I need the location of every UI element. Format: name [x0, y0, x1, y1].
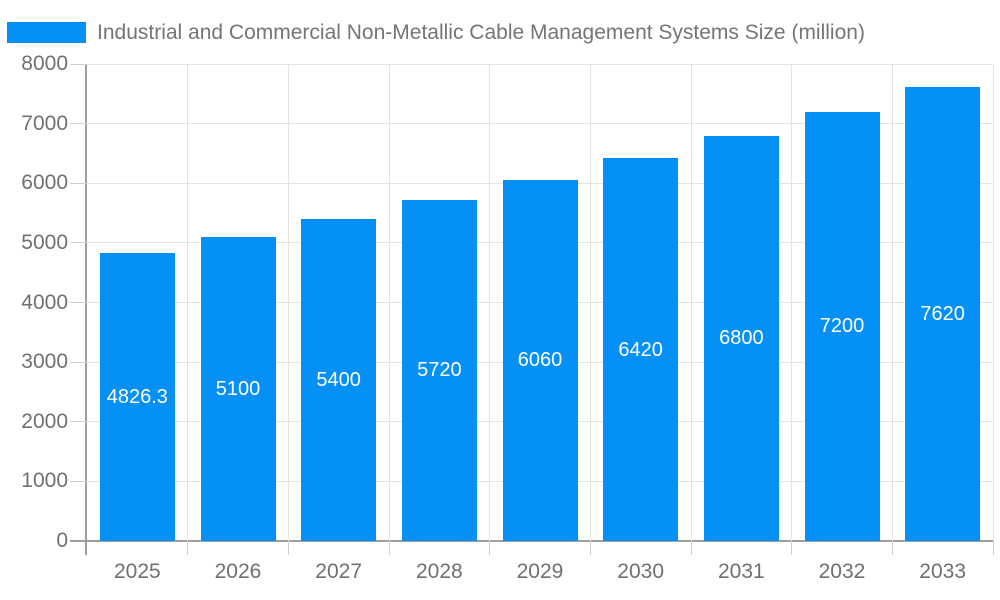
bar-value-label: 4826.3	[106, 386, 168, 409]
y-axis: 8000 7000 6000 5000 4000 3000 2000 1000 0	[0, 52, 68, 552]
legend-swatch[interactable]	[7, 22, 86, 43]
y-axis-label: 6000	[21, 171, 68, 195]
y-axis-line	[85, 64, 87, 555]
y-axis-label: 5000	[21, 230, 68, 254]
x-axis-line	[70, 540, 993, 542]
x-axis-tick	[891, 541, 893, 555]
y-axis-tick	[70, 242, 87, 244]
x-axis-tick	[187, 541, 189, 555]
x-axis-tick	[690, 541, 692, 555]
gridline-vertical	[388, 64, 390, 541]
y-axis-tick	[70, 123, 87, 125]
bar-value-label: 6800	[719, 327, 764, 350]
y-axis-label: 2000	[21, 409, 68, 433]
x-axis-tick	[589, 541, 591, 555]
bar-2031[interactable]	[703, 135, 779, 541]
bar-value-label: 7620	[920, 302, 965, 325]
gridline-vertical	[589, 64, 591, 541]
y-axis-label: 3000	[21, 350, 68, 374]
x-axis-label: 2032	[818, 560, 866, 583]
bar-value-label: 5100	[215, 377, 261, 400]
x-axis-tick	[388, 541, 390, 555]
x-axis-tick	[489, 541, 491, 555]
y-axis-tick	[70, 63, 87, 65]
bar-value-label: 5720	[417, 359, 462, 382]
gridline-vertical	[187, 64, 189, 541]
bar-2032[interactable]	[804, 111, 880, 541]
x-axis-tick	[791, 541, 793, 555]
bar-2026[interactable]	[200, 236, 276, 541]
legend: Industrial and Commercial Non-Metallic C…	[0, 0, 1000, 56]
gridline-horizontal	[87, 63, 993, 65]
y-axis-label: 8000	[21, 52, 68, 75]
y-axis-tick	[70, 361, 87, 363]
plot-area: 4826.3 5100 5400 5720 6060 6420 6800 7200 7620	[70, 63, 994, 555]
bar-2025[interactable]	[99, 253, 175, 541]
gridline-vertical	[891, 64, 893, 541]
bar-value-label: 6060	[517, 349, 563, 372]
x-axis-label: 2031	[717, 560, 765, 583]
gridline-vertical	[489, 64, 491, 541]
bar-2028[interactable]	[401, 199, 477, 541]
x-axis-label: 2025	[113, 560, 161, 583]
x-axis-label: 2028	[415, 560, 463, 583]
y-axis-tick	[70, 421, 87, 423]
x-axis-label: 2027	[315, 560, 363, 583]
x-axis: 2025 2026 2027 2028 2029 2030 2031 2032 2033	[87, 558, 993, 586]
gridline-vertical	[791, 64, 793, 541]
y-axis-label: 0	[56, 529, 68, 552]
chart-title: Industrial and Commercial Non-Metallic C…	[97, 21, 865, 44]
gridline-vertical	[690, 64, 692, 541]
gridline-vertical	[992, 64, 994, 541]
y-axis-label: 1000	[21, 469, 68, 493]
bar-2030[interactable]	[603, 158, 679, 541]
bar-2027[interactable]	[301, 219, 377, 541]
x-axis-label: 2026	[214, 560, 262, 583]
x-axis-tick	[992, 541, 994, 555]
bar-2033[interactable]	[905, 86, 981, 541]
x-axis-tick	[287, 541, 289, 555]
x-axis-label: 2029	[516, 560, 564, 583]
bar-2029[interactable]	[502, 179, 578, 541]
bar-value-label: 7200	[819, 315, 865, 338]
x-axis-label: 2033	[919, 560, 967, 583]
gridline-vertical	[287, 64, 289, 541]
gridline-horizontal	[87, 123, 993, 125]
y-axis-label: 7000	[21, 111, 68, 135]
bar-value-label: 5400	[316, 369, 361, 391]
y-axis-tick	[70, 182, 87, 184]
x-axis-label: 2030	[617, 560, 665, 583]
bar-value-label: 6420	[618, 338, 663, 361]
y-axis-tick	[70, 302, 87, 303]
y-axis-label: 4000	[21, 290, 68, 314]
y-axis-tick	[70, 480, 87, 482]
